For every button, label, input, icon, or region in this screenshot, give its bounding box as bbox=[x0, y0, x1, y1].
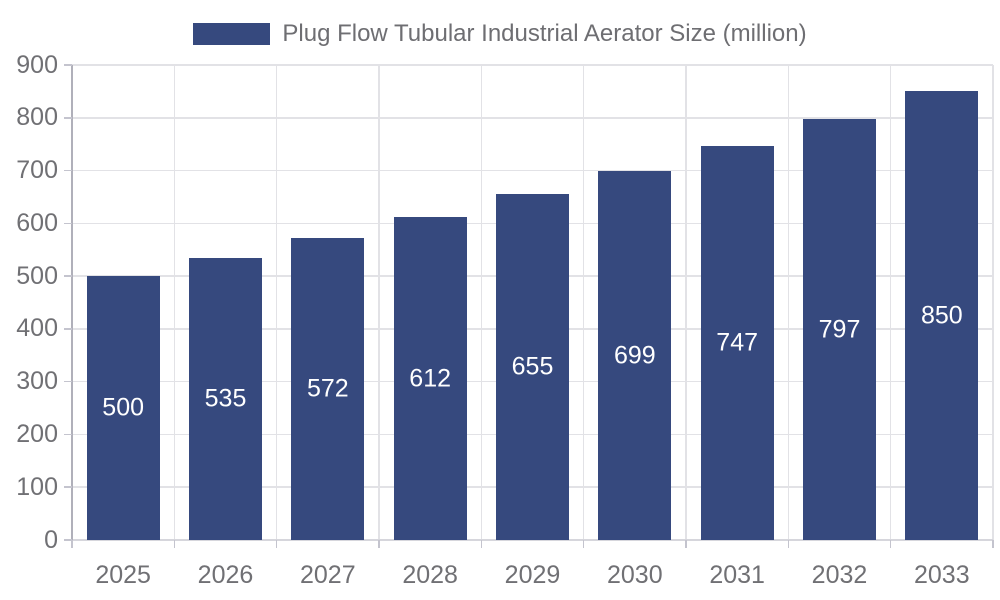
x-tick-mark bbox=[275, 540, 278, 548]
x-tick-mark bbox=[480, 540, 483, 548]
x-tick-mark bbox=[173, 540, 176, 548]
x-tick-mark bbox=[685, 540, 687, 548]
y-axis-line bbox=[70, 65, 73, 548]
x-tick-mark bbox=[889, 540, 892, 548]
x-tick-label: 2026 bbox=[197, 561, 254, 589]
h-gridline bbox=[72, 117, 993, 119]
x-tick-label: 2028 bbox=[402, 561, 458, 589]
y-tick-label: 200 bbox=[16, 419, 58, 448]
bar-value-label: 850 bbox=[920, 301, 963, 330]
bar-value-label: 699 bbox=[613, 341, 656, 370]
y-tick-mark bbox=[64, 222, 72, 225]
bar-2032: 797 bbox=[803, 119, 876, 540]
y-tick-label: 100 bbox=[16, 472, 58, 501]
y-tick-label: 700 bbox=[16, 156, 58, 185]
h-gridline bbox=[72, 169, 993, 172]
v-gridline bbox=[480, 65, 483, 540]
v-gridline bbox=[787, 65, 790, 540]
x-tick-mark bbox=[582, 540, 585, 548]
v-gridline bbox=[378, 65, 380, 540]
legend-label: Plug Flow Tubular Industrial Aerator Siz… bbox=[282, 20, 807, 47]
bar-value-label: 747 bbox=[716, 328, 759, 357]
bar-value-label: 797 bbox=[818, 315, 861, 344]
y-tick-mark bbox=[64, 117, 72, 119]
legend-item[interactable]: Plug Flow Tubular Industrial Aerator Siz… bbox=[0, 20, 1000, 48]
bar-2033: 850 bbox=[905, 91, 979, 540]
v-gridline bbox=[275, 65, 278, 540]
legend-swatch bbox=[193, 23, 271, 45]
bar-2025: 500 bbox=[86, 276, 160, 540]
bar-2030: 699 bbox=[598, 171, 672, 540]
y-tick-mark bbox=[64, 539, 72, 541]
y-tick-mark bbox=[64, 275, 72, 277]
y-tick-label: 500 bbox=[16, 261, 58, 290]
y-tick-mark bbox=[64, 380, 72, 383]
y-tick-label: 400 bbox=[16, 314, 58, 343]
y-tick-label: 600 bbox=[16, 208, 58, 237]
y-tick-label: 300 bbox=[16, 367, 58, 396]
x-tick-label: 2030 bbox=[607, 561, 663, 589]
bar-2028: 612 bbox=[393, 217, 467, 540]
v-gridline bbox=[992, 65, 994, 540]
x-tick-label: 2027 bbox=[300, 561, 356, 589]
bar-value-label: 655 bbox=[511, 352, 554, 381]
plot-area: 500 535 572 612 655 699 747 797 850 bbox=[72, 64, 994, 541]
x-tick-label: 2029 bbox=[504, 561, 561, 589]
x-tick-mark bbox=[71, 540, 73, 548]
y-tick-mark bbox=[64, 328, 72, 330]
x-tick-mark bbox=[992, 540, 994, 548]
bar-value-label: 612 bbox=[409, 364, 452, 392]
x-tick-label: 2025 bbox=[95, 561, 151, 589]
v-gridline bbox=[889, 65, 892, 540]
x-tick-label: 2033 bbox=[914, 561, 970, 589]
y-tick-mark bbox=[64, 433, 72, 436]
y-tick-label: 0 bbox=[44, 525, 58, 554]
x-tick-label: 2031 bbox=[709, 561, 765, 589]
x-tick-mark bbox=[787, 540, 790, 548]
bar-2027: 572 bbox=[291, 238, 365, 540]
y-tick-mark bbox=[64, 169, 72, 172]
bar-2031: 747 bbox=[700, 145, 774, 540]
v-gridline bbox=[173, 65, 176, 540]
y-tick-label: 800 bbox=[16, 103, 58, 132]
x-tick-mark bbox=[378, 540, 380, 548]
bar-value-label: 535 bbox=[204, 384, 247, 413]
y-tick-mark bbox=[64, 486, 72, 488]
v-gridline bbox=[582, 65, 585, 540]
bar-value-label: 500 bbox=[102, 393, 145, 422]
y-tick-label: 900 bbox=[16, 50, 58, 79]
h-gridline bbox=[72, 64, 993, 66]
x-tick-label: 2032 bbox=[811, 561, 868, 589]
bar-2029: 655 bbox=[496, 194, 569, 540]
bar-2026: 535 bbox=[189, 257, 262, 540]
v-gridline bbox=[685, 65, 687, 540]
y-tick-mark bbox=[64, 64, 72, 66]
bar-value-label: 572 bbox=[306, 374, 349, 403]
